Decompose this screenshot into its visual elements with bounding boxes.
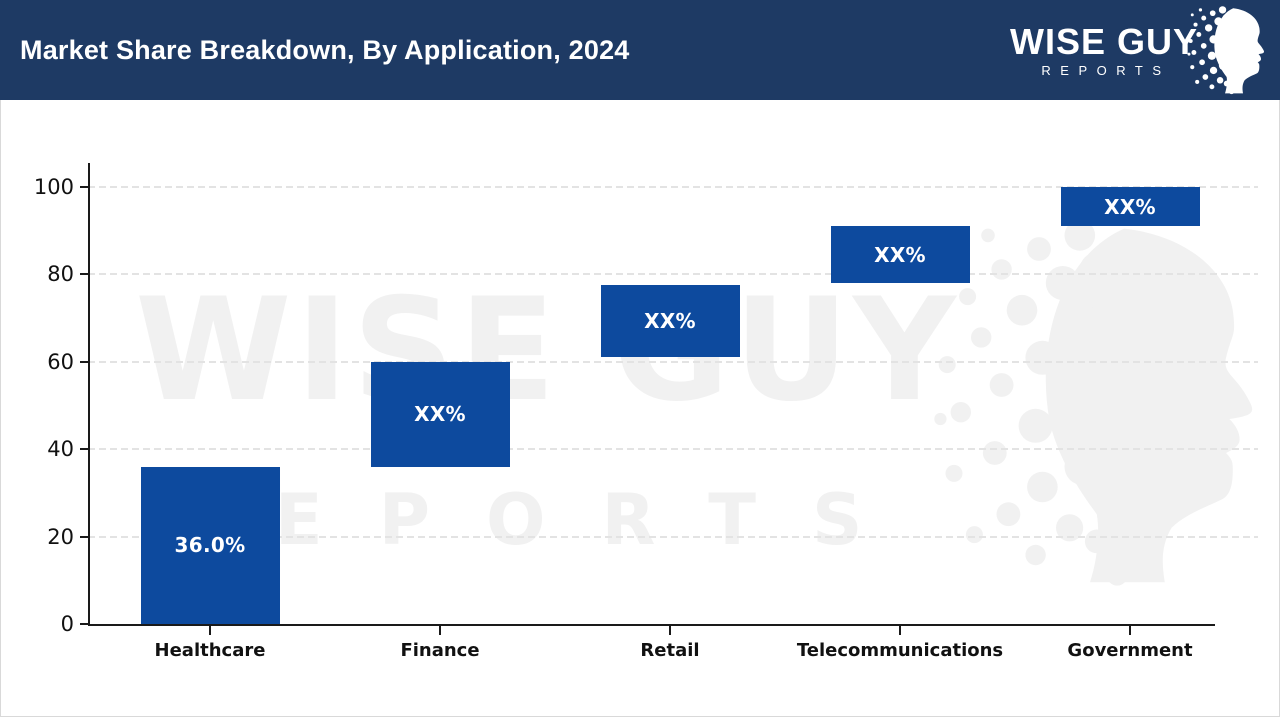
bar-value-label: XX%	[874, 242, 926, 267]
gridline-y80	[88, 273, 1258, 276]
y-axis-tick-label: 20	[47, 524, 74, 549]
header: Market Share Breakdown, By Application, …	[0, 0, 1280, 100]
gridline-y100	[88, 186, 1258, 188]
brand-logo: WISE GUY REPORTS	[1010, 5, 1266, 95]
x-tick-mark	[669, 626, 671, 635]
y-axis-tick-label: 0	[60, 612, 74, 636]
gridline-y60	[88, 360, 1258, 363]
x-axis-category-label: Finance	[400, 640, 480, 661]
x-tick-mark	[439, 626, 441, 635]
y-axis-tick-label: 40	[47, 437, 74, 462]
bar-finance: XX%	[370, 361, 510, 467]
watermark-wiseguy-text: WISE GUY	[135, 268, 960, 433]
logo-wordmark: WISE GUY REPORTS	[1009, 20, 1198, 78]
bar-value-label: XX%	[414, 402, 466, 427]
y-tick-mark	[80, 623, 88, 625]
watermark-face-icon	[934, 220, 1253, 586]
bar-healthcare: 36.0%	[140, 466, 280, 624]
y-tick-mark	[80, 186, 88, 188]
chart-canvas: WISE GUY REPORTS 0 20 40 60 80 100 36.0% Health…	[0, 100, 1280, 720]
logo-text-reports: REPORTS	[1041, 62, 1171, 78]
bar-value-label: XX%	[1104, 194, 1156, 219]
x-axis-category-label: Retail	[640, 640, 700, 661]
x-tick-mark	[899, 626, 901, 635]
watermark-reports-text: REPORTS	[165, 479, 919, 561]
logo-text-wiseguy: WISE GUY	[1009, 20, 1198, 62]
x-axis-category-label: Telecommunications	[796, 640, 1004, 661]
x-tick-mark	[209, 626, 211, 635]
y-axis-tick-label: 100	[33, 175, 74, 199]
bar-value-label: 36.0%	[174, 533, 246, 558]
y-axis-tick-label: 80	[47, 262, 74, 287]
y-axis-tick-label: 60	[47, 349, 74, 374]
y-tick-mark	[80, 448, 88, 451]
bar-value-label: XX%	[644, 309, 696, 334]
gridline-y20	[88, 535, 1258, 538]
x-axis-line	[88, 624, 1215, 626]
y-tick-mark	[80, 360, 88, 363]
x-axis-category-label: Healthcare	[154, 640, 266, 661]
bar-government: XX%	[1060, 187, 1200, 227]
x-axis-category-label: Government	[1067, 640, 1193, 661]
y-tick-mark	[80, 273, 88, 276]
gridline-y40	[88, 448, 1258, 451]
bar-telecommunications: XX%	[830, 226, 970, 284]
x-tick-mark	[1129, 626, 1131, 635]
bar-retail: XX%	[600, 285, 740, 358]
y-tick-mark	[80, 535, 88, 538]
page-title: Market Share Breakdown, By Application, …	[20, 34, 630, 65]
y-axis-line	[88, 163, 90, 626]
